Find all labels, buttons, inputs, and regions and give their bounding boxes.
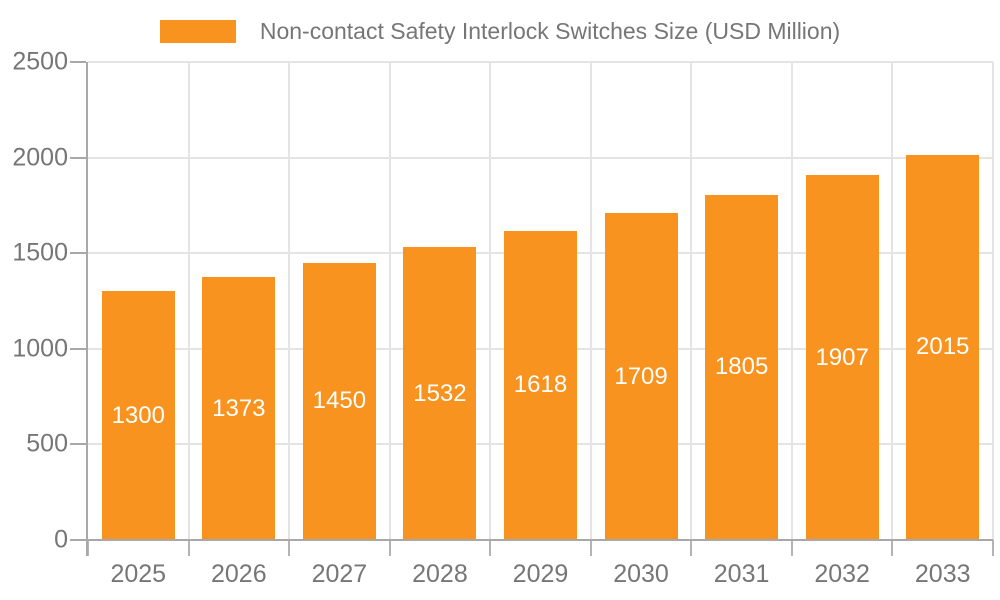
- y-axis-label: 2000: [12, 143, 68, 172]
- bar-2033[interactable]: 2015: [906, 154, 980, 540]
- bar-value-label: 1300: [111, 401, 165, 429]
- y-axis-label: 2500: [12, 47, 68, 76]
- y-axis-tick: [70, 347, 86, 350]
- gridline-vertical: [388, 62, 391, 540]
- bar-2029[interactable]: 1618: [503, 230, 577, 540]
- x-axis-tick: [187, 540, 190, 556]
- x-axis-tick: [690, 540, 693, 556]
- gridline-vertical: [187, 62, 190, 540]
- bar-value-label: 1532: [413, 379, 467, 407]
- y-axis-label: 1000: [12, 334, 68, 363]
- x-axis-label: 2030: [613, 560, 669, 588]
- x-axis-tick: [87, 540, 89, 556]
- x-axis-line: [70, 539, 993, 541]
- bar-2028[interactable]: 1532: [403, 247, 477, 540]
- gridline-vertical: [690, 62, 693, 540]
- y-axis-line: [86, 62, 88, 556]
- gridline-vertical: [288, 62, 291, 540]
- y-axis-tick: [70, 443, 86, 446]
- x-axis-tick: [790, 540, 793, 556]
- legend-label: Non-contact Safety Interlock Switches Si…: [259, 17, 841, 44]
- bar-2025[interactable]: 1300: [101, 291, 175, 540]
- x-axis-label: 2033: [914, 560, 971, 588]
- x-axis-tick: [388, 540, 391, 556]
- gridline-vertical: [589, 62, 592, 540]
- y-axis-label: 500: [26, 429, 68, 458]
- x-axis-label: 2027: [311, 560, 368, 588]
- legend-swatch: [159, 19, 236, 43]
- bar-2026[interactable]: 1373: [202, 277, 276, 540]
- bar-value-label: 1618: [513, 371, 568, 399]
- y-axis-label: 0: [54, 525, 68, 554]
- x-axis-tick: [992, 540, 994, 556]
- bar-2031[interactable]: 1805: [705, 194, 779, 540]
- gridline-vertical: [891, 62, 894, 540]
- x-axis-label: 2026: [211, 560, 267, 588]
- x-axis-label: 2031: [713, 560, 770, 588]
- plot-area: 0 500 1000 1500 2000 2500 1300 2025 1373 2026 1450…: [12, 49, 994, 588]
- x-axis-tick: [589, 540, 592, 556]
- bar-value-label: 1805: [714, 353, 769, 381]
- y-axis-tick: [70, 156, 86, 159]
- y-axis-tick: [70, 61, 86, 63]
- gridline-vertical: [489, 62, 492, 540]
- gridline-horizontal: [88, 156, 993, 159]
- x-axis-label: 2029: [512, 560, 569, 588]
- bar-value-label: 1450: [312, 387, 367, 415]
- x-axis-tick: [489, 540, 492, 556]
- x-axis-tick: [891, 540, 894, 556]
- bar-value-label: 1907: [815, 343, 869, 371]
- y-axis-tick: [70, 252, 86, 255]
- legend[interactable]: Non-contact Safety Interlock Switches Si…: [0, 17, 1000, 45]
- bar-2030[interactable]: 1709: [604, 213, 678, 540]
- y-axis-label: 1500: [12, 238, 68, 267]
- gridline-vertical: [790, 62, 793, 540]
- x-axis-label: 2032: [814, 560, 870, 588]
- bar-value-label: 1373: [212, 394, 266, 422]
- x-axis-tick: [288, 540, 291, 556]
- bar-2032[interactable]: 1907: [805, 175, 879, 540]
- gridline-vertical: [992, 62, 994, 540]
- bar-value-label: 2015: [916, 333, 970, 361]
- gridline-horizontal: [88, 61, 993, 63]
- bar-2027[interactable]: 1450: [302, 262, 376, 540]
- x-axis-label: 2028: [412, 560, 468, 588]
- bar-value-label: 1709: [614, 362, 668, 390]
- x-axis-label: 2025: [110, 560, 167, 588]
